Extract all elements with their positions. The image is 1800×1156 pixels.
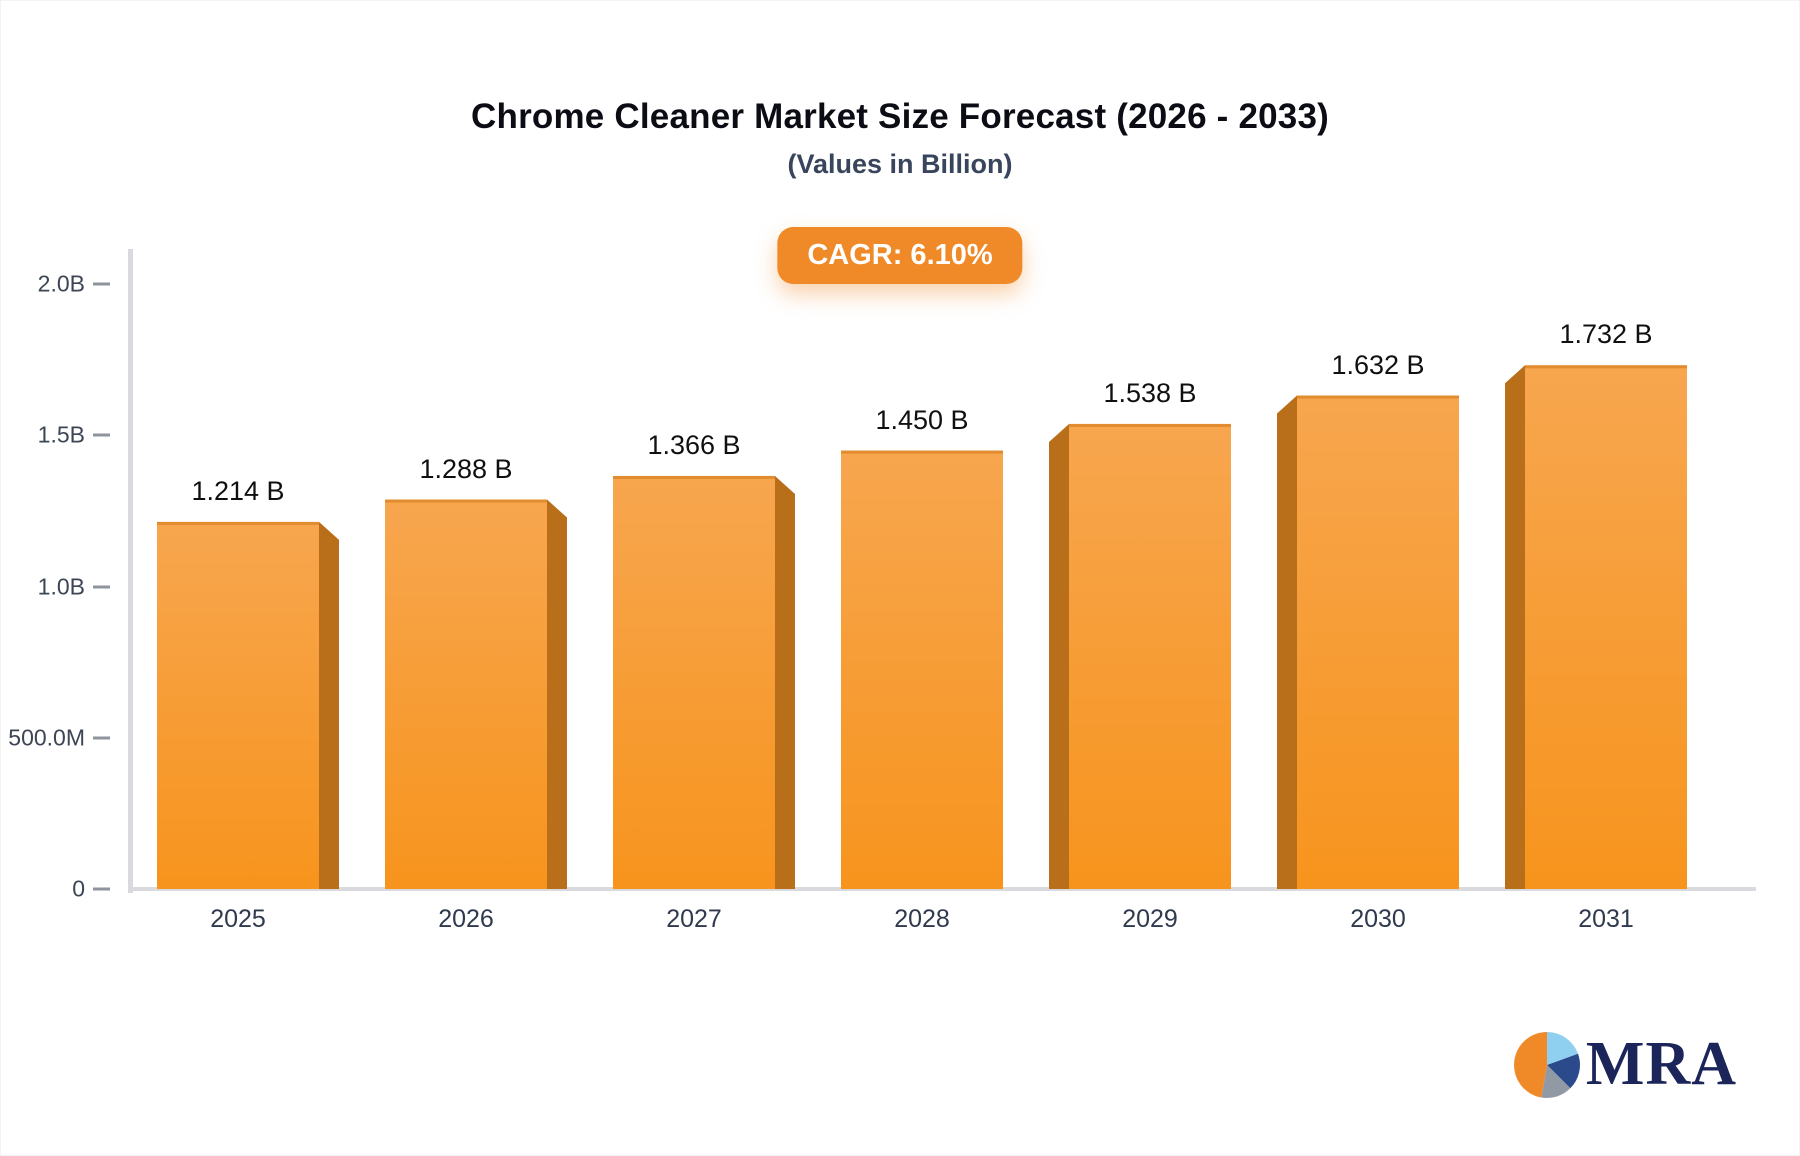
chart-title: Chrome Cleaner Market Size Forecast (202…	[471, 97, 1329, 136]
x-tick-label-2028: 2028	[894, 905, 950, 933]
bar-top-edge	[1297, 395, 1459, 399]
bar-value-label: 1.632 B	[1331, 349, 1425, 380]
bar-top-edge	[385, 499, 547, 503]
y-tick-label-0: 0	[72, 875, 85, 902]
x-tick-label-2031: 2031	[1578, 905, 1634, 933]
bar-side-face	[1277, 395, 1297, 889]
bar-side-face	[1049, 423, 1069, 889]
bar-top-edge	[613, 475, 775, 479]
bar-2029	[1069, 423, 1231, 889]
bar-top-edge	[1525, 365, 1687, 369]
x-tick-label-2025: 2025	[210, 905, 266, 933]
bar-value-label: 1.538 B	[1103, 377, 1197, 408]
y-tick-dash	[93, 736, 110, 740]
y-tick-dash	[93, 585, 110, 589]
x-tick-label-2030: 2030	[1350, 905, 1406, 933]
bar-2027	[613, 475, 775, 889]
bar-2028	[841, 450, 1003, 889]
bar-side-face	[1505, 365, 1525, 889]
x-tick-label-2026: 2026	[438, 905, 494, 933]
bar-2026	[385, 499, 547, 889]
bar-value-label: 1.214 B	[191, 475, 285, 506]
y-tick-label-1.5B: 1.5B	[37, 421, 85, 448]
logo: MRA	[1512, 1029, 1737, 1100]
bar-top-edge	[1069, 423, 1231, 427]
bar-value-label: 1.732 B	[1559, 319, 1653, 350]
y-tick-dash	[93, 433, 110, 437]
y-tick-label-2.0B: 2.0B	[37, 270, 85, 297]
y-tick-dash	[93, 282, 110, 286]
bar-top-edge	[841, 450, 1003, 454]
bar-value-label: 1.450 B	[875, 404, 969, 435]
y-tick-label-500.0M: 500.0M	[8, 724, 85, 751]
x-tick-label-2029: 2029	[1122, 905, 1178, 933]
bar-side-face	[775, 475, 795, 889]
y-tick-dash	[93, 887, 110, 891]
chart-subtitle: (Values in Billion)	[787, 149, 1013, 179]
x-axis-line	[128, 887, 1756, 891]
y-tick-label-1.0B: 1.0B	[37, 573, 85, 600]
bar-2031	[1525, 365, 1687, 889]
x-tick-label-2027: 2027	[666, 905, 722, 933]
bar-2030	[1297, 395, 1459, 889]
bar-value-label: 1.366 B	[647, 429, 741, 460]
logo-pie-icon	[1513, 1031, 1580, 1098]
y-axis-line	[128, 249, 133, 893]
bar-top-edge	[157, 521, 319, 525]
bar-side-face	[547, 499, 567, 889]
bar-2025	[157, 521, 319, 889]
cagr-badge: CAGR: 6.10%	[777, 227, 1023, 284]
bar-value-label: 1.288 B	[419, 453, 513, 484]
bar-side-face	[319, 521, 339, 889]
logo-text: MRA	[1585, 1030, 1737, 1098]
